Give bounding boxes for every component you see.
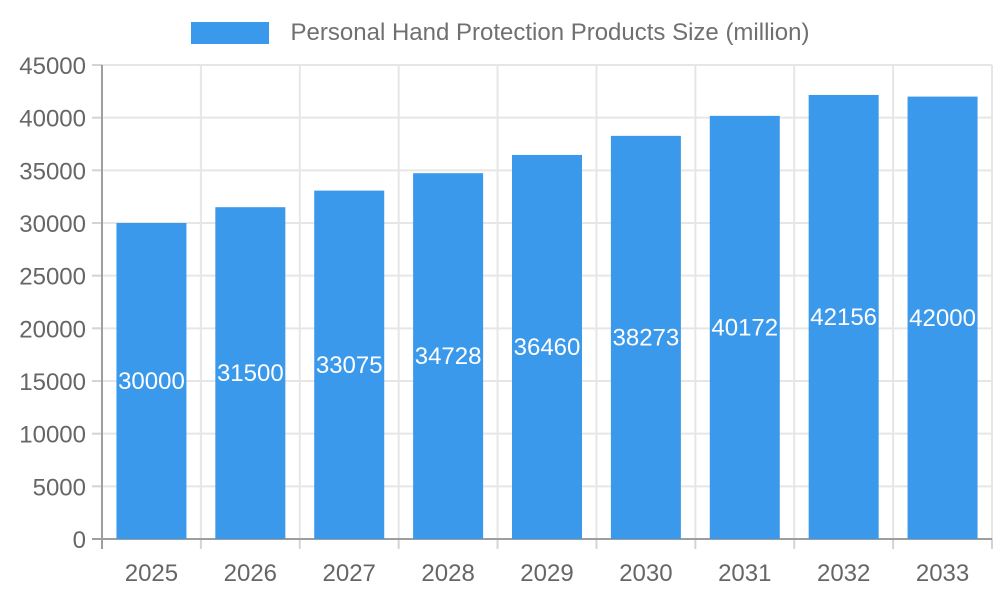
bar-value-label: 34728 — [415, 343, 482, 370]
y-axis-tick-label: 35000 — [19, 158, 86, 185]
bar-value-label: 38273 — [613, 324, 680, 351]
bar[interactable] — [215, 207, 286, 539]
legend-swatch — [190, 22, 269, 44]
y-axis-tick-label: 20000 — [19, 316, 86, 343]
y-axis-tick-label: 5000 — [33, 474, 86, 501]
bar-value-label: 30000 — [118, 368, 185, 395]
bar[interactable] — [610, 135, 681, 539]
x-axis-tick-label: 2026 — [224, 560, 277, 587]
x-axis-tick-label: 2027 — [323, 560, 376, 587]
x-axis-tick-label: 2032 — [817, 560, 870, 587]
y-axis-tick-label: 10000 — [19, 422, 86, 449]
bar-value-label: 42156 — [810, 304, 877, 331]
bar[interactable] — [808, 94, 879, 540]
bar-value-label: 31500 — [217, 360, 284, 387]
y-axis-tick-label: 25000 — [19, 264, 86, 291]
x-axis-tick-label: 2029 — [520, 560, 573, 587]
chart-legend[interactable]: Personal Hand Protection Products Size (… — [0, 16, 1000, 50]
bar-value-label: 42000 — [909, 305, 976, 332]
y-axis-tick-label: 30000 — [19, 211, 86, 238]
y-axis-tick-label: 15000 — [19, 369, 86, 396]
bar[interactable] — [512, 154, 582, 540]
y-axis-tick-label: 0 — [73, 527, 86, 554]
bar[interactable] — [709, 115, 780, 540]
x-axis-tick-label: 2033 — [916, 560, 969, 587]
bar[interactable] — [413, 173, 484, 539]
bar-value-label: 40172 — [711, 314, 778, 341]
x-axis-tick-label: 2031 — [718, 560, 771, 587]
bar[interactable] — [907, 96, 978, 539]
x-axis-tick-label: 2025 — [125, 560, 178, 587]
x-axis-tick-label: 2028 — [421, 560, 474, 587]
legend-label: Personal Hand Protection Products Size (… — [290, 19, 810, 46]
y-axis-tick-label: 40000 — [19, 106, 86, 133]
y-axis-tick-label: 45000 — [19, 53, 86, 80]
bar-value-label: 36460 — [514, 334, 581, 361]
bar[interactable] — [314, 190, 385, 540]
bar-value-label: 33075 — [316, 352, 383, 379]
bar[interactable] — [116, 223, 187, 539]
x-axis-tick-label: 2030 — [619, 560, 672, 587]
